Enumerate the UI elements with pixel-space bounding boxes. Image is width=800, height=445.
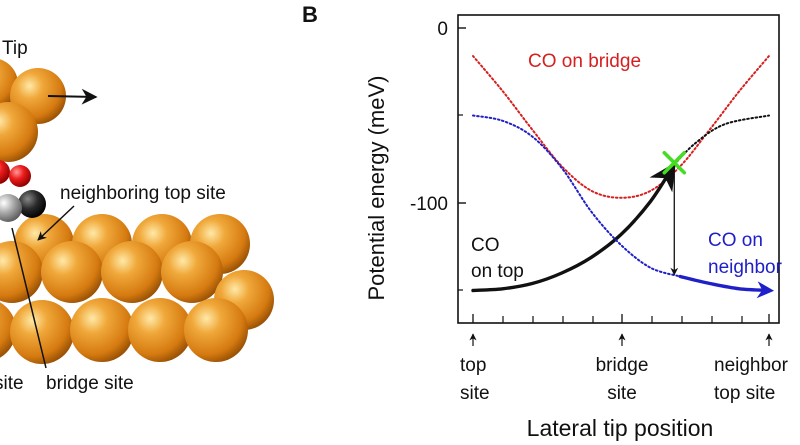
bridge-site-pointer: [11, 227, 47, 369]
surface-front-row: [0, 298, 248, 364]
co-molecule: [0, 160, 46, 222]
co-on-neighbor-label-line1: CO on: [708, 230, 763, 251]
co-on-top-label-line1: CO: [471, 235, 500, 256]
panel-a: Tip: [0, 38, 274, 394]
surface-atom: [0, 302, 16, 358]
x-axis-label: Lateral tip position: [527, 415, 714, 441]
x-label-bridge-line1: bridge: [596, 355, 649, 376]
series-co-on-top-continued: [673, 114, 770, 166]
crossing-marker: [662, 150, 687, 175]
tip-motion-arrow: [47, 88, 98, 105]
surface-atom: [184, 298, 248, 362]
x-ticks: [472, 314, 770, 323]
tip-atom: [0, 102, 38, 162]
oxygen-atom: [0, 160, 10, 184]
co-on-neighbor-label-line2: neighbor: [708, 257, 783, 278]
plot-frame: [457, 14, 780, 324]
y-axis-label: Potential energy (meV): [364, 76, 389, 301]
series-co-on-neighbor-dotted: [472, 114, 682, 278]
tip-atoms: [0, 59, 66, 162]
panel-b: B Potential energy (meV) 0 -100: [302, 2, 789, 441]
oxygen-atom: [9, 165, 31, 187]
co-on-top-label-line2: on top: [471, 261, 524, 282]
surface-atom: [0, 241, 43, 303]
surface-atom: [41, 241, 103, 303]
x-label-top-line2: site: [460, 383, 490, 404]
series-co-on-neighbor: [678, 274, 775, 299]
curves: [471, 55, 775, 299]
y-tick-label-0: 0: [437, 19, 448, 40]
series-co-on-bridge: [472, 55, 770, 199]
panel-letter: B: [302, 2, 318, 27]
site-label-partial: site: [0, 373, 24, 394]
bridge-site-label: bridge site: [46, 373, 134, 394]
x-label-neighbor-line2: top site: [714, 383, 775, 404]
surface-atom: [128, 298, 192, 362]
series-co-on-top: [471, 162, 676, 293]
surface-middle-row: [0, 241, 274, 330]
surface-atom: [70, 298, 134, 362]
tip-label: Tip: [2, 38, 28, 59]
neighboring-top-site-pointer: [37, 205, 75, 241]
x-label-bridge-line2: site: [607, 383, 637, 404]
y-tick-label-minus-100: -100: [410, 194, 448, 215]
x-label-neighbor-line1: neighbor: [714, 355, 789, 376]
surface-atom: [10, 300, 74, 364]
x-label-top-line1: top: [460, 355, 486, 376]
surface-atom: [161, 241, 223, 303]
crossing-marker-stroke: [662, 150, 687, 175]
neighboring-top-site-label: neighboring top site: [60, 183, 226, 204]
grey-atom: [0, 194, 22, 222]
co-on-bridge-label: CO on bridge: [528, 51, 641, 72]
carbon-atom: [18, 190, 46, 218]
surface-atom: [101, 241, 163, 303]
